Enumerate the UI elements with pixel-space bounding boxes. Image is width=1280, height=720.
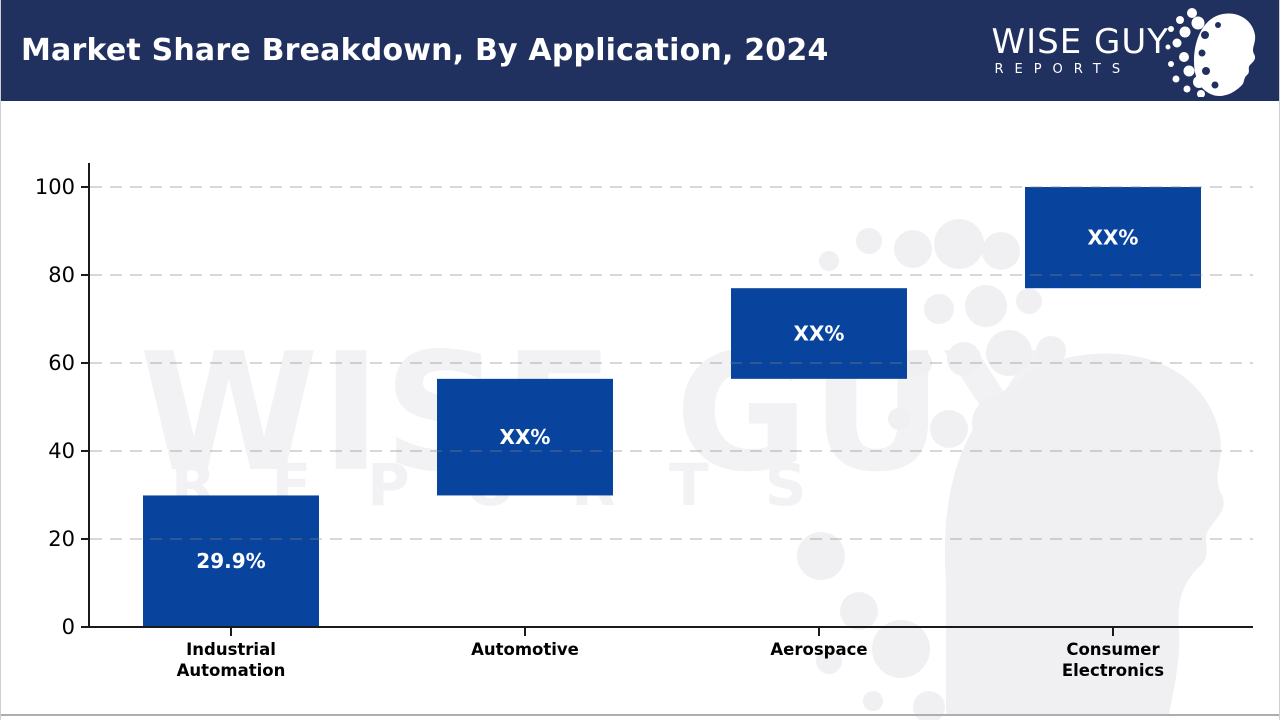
bar-value-label: XX% xyxy=(1088,226,1139,250)
bottom-rule xyxy=(1,714,1279,716)
bar-value-label: 29.9% xyxy=(196,549,265,573)
logo-text: WISE GUY REPORTS xyxy=(991,25,1169,76)
bar-industrial-automation xyxy=(143,495,319,627)
market-share-chart: WISE GUY REPORTS xyxy=(35,163,1253,720)
grid-layer xyxy=(90,186,1253,540)
bar-consumer-electronics xyxy=(1025,187,1201,289)
y-tick-label-0: 0 xyxy=(62,615,75,639)
header-bar: Market Share Breakdown, By Application, … xyxy=(1,0,1279,101)
bar-automotive xyxy=(437,378,613,496)
bar-aerospace xyxy=(731,288,907,379)
logo-subtitle: REPORTS xyxy=(994,62,1132,77)
watermark: WISE GUY REPORTS xyxy=(139,219,1224,720)
x-category-label: Consumer Electronics xyxy=(1062,640,1164,680)
logo-wordmark: WISE GUY xyxy=(991,22,1169,62)
labels-layer: 0 20 40 60 80 100 29.9% XX% XX% XX% Industrial Auto… xyxy=(35,175,1164,680)
logo-head-icon xyxy=(1165,7,1256,97)
x-category-label: Aerospace xyxy=(770,640,867,659)
y-tick-label-100: 100 xyxy=(35,175,75,199)
watermark-head-dots xyxy=(797,219,1224,720)
x-category-label: Industrial Automation xyxy=(177,640,286,680)
x-category-label: Automotive xyxy=(471,640,579,659)
bar-value-label: XX% xyxy=(500,425,551,449)
y-tick-label-20: 20 xyxy=(48,527,75,551)
axes xyxy=(88,163,1253,628)
wise-guy-reports-logo: WISE GUY REPORTS xyxy=(991,5,1263,97)
page-title: Market Share Breakdown, By Application, … xyxy=(21,33,829,68)
bar-value-label: XX% xyxy=(794,322,845,346)
y-tick-label-80: 80 xyxy=(48,263,75,287)
y-tick-label-40: 40 xyxy=(48,439,75,463)
bars-layer xyxy=(143,187,1201,627)
y-tick-label-60: 60 xyxy=(48,351,75,375)
